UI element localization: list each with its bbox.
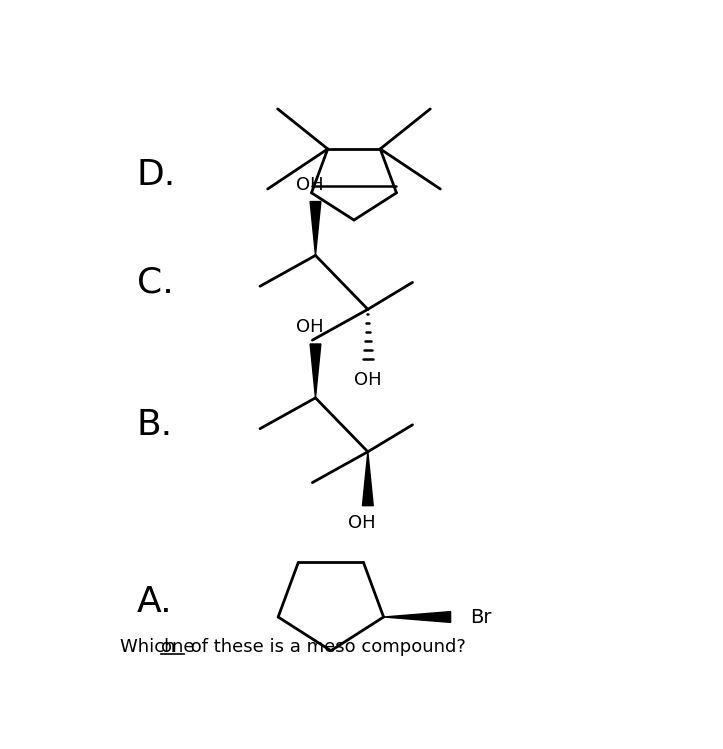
Text: OH: OH — [354, 372, 382, 389]
Text: A.: A. — [137, 585, 173, 619]
Text: Br: Br — [471, 607, 492, 626]
Text: B.: B. — [137, 407, 173, 442]
Text: OH: OH — [296, 318, 323, 336]
Text: OH: OH — [348, 514, 375, 532]
Text: OH: OH — [296, 175, 323, 193]
Polygon shape — [310, 201, 321, 255]
Polygon shape — [310, 344, 321, 398]
Text: C.: C. — [137, 265, 174, 300]
Text: Which: Which — [120, 638, 181, 656]
Polygon shape — [384, 612, 450, 622]
Text: one: one — [161, 638, 194, 656]
Text: of these is a meso compound?: of these is a meso compound? — [184, 638, 466, 656]
Polygon shape — [362, 452, 373, 506]
Text: D.: D. — [137, 157, 176, 192]
